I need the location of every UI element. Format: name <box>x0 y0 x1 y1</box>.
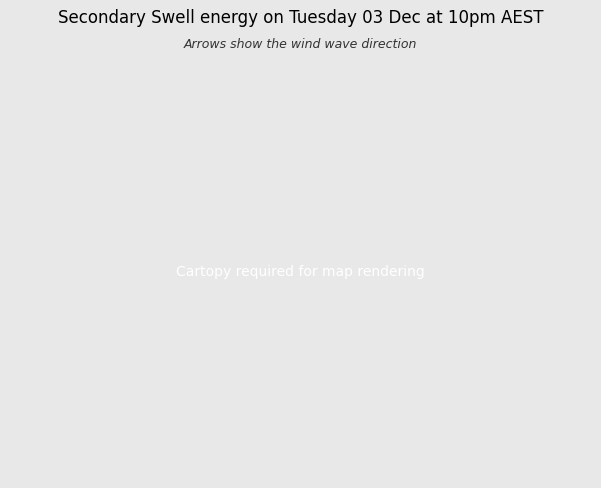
Text: Cartopy required for map rendering: Cartopy required for map rendering <box>176 265 425 279</box>
Text: Secondary Swell energy on Tuesday 03 Dec at 10pm AEST: Secondary Swell energy on Tuesday 03 Dec… <box>58 9 543 27</box>
Text: Arrows show the wind wave direction: Arrows show the wind wave direction <box>184 39 417 51</box>
